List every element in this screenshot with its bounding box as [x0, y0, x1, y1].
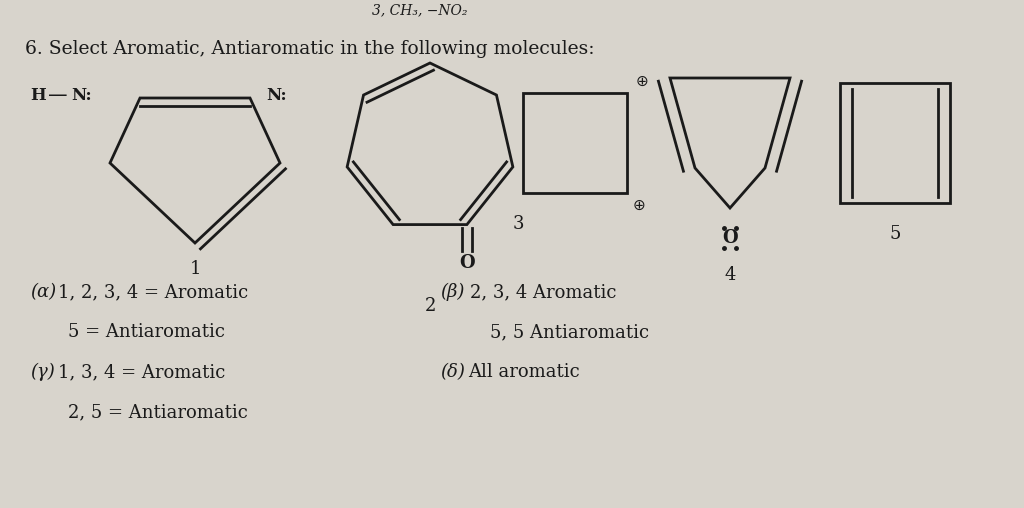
- Bar: [840, 83, 950, 203]
- Text: 1, 3, 4 = Aromatic: 1, 3, 4 = Aromatic: [58, 363, 225, 381]
- Text: ⊕: ⊕: [636, 74, 648, 88]
- Text: 2, 3, 4 Aromatic: 2, 3, 4 Aromatic: [470, 283, 616, 301]
- Text: O: O: [459, 253, 475, 272]
- Text: 5: 5: [889, 225, 901, 243]
- Text: (γ): (γ): [30, 363, 54, 381]
- Text: 4: 4: [724, 266, 735, 284]
- Text: H: H: [30, 86, 46, 104]
- Text: N:: N:: [72, 86, 92, 104]
- Text: 6. Select Aromatic, Antiaromatic in the following molecules:: 6. Select Aromatic, Antiaromatic in the …: [25, 40, 595, 58]
- Text: 2, 5 = Antiaromatic: 2, 5 = Antiaromatic: [68, 403, 248, 421]
- Text: N:: N:: [266, 86, 288, 104]
- Text: 5 = Antiaromatic: 5 = Antiaromatic: [68, 323, 225, 341]
- Text: 1, 2, 3, 4 = Aromatic: 1, 2, 3, 4 = Aromatic: [58, 283, 248, 301]
- Bar: [523, 93, 627, 193]
- Text: 1: 1: [189, 260, 201, 278]
- Text: O: O: [722, 229, 738, 247]
- Text: All aromatic: All aromatic: [468, 363, 580, 381]
- Text: (δ): (δ): [440, 363, 465, 381]
- Text: 2: 2: [424, 297, 435, 314]
- Text: 3, CH₃, −NO₂: 3, CH₃, −NO₂: [373, 3, 468, 17]
- Text: (β): (β): [440, 283, 464, 301]
- Text: —: —: [48, 85, 68, 105]
- Text: 3: 3: [512, 215, 523, 233]
- Text: ⊕: ⊕: [633, 198, 645, 212]
- Text: 5, 5 Antiaromatic: 5, 5 Antiaromatic: [490, 323, 649, 341]
- Text: (α): (α): [30, 283, 56, 301]
